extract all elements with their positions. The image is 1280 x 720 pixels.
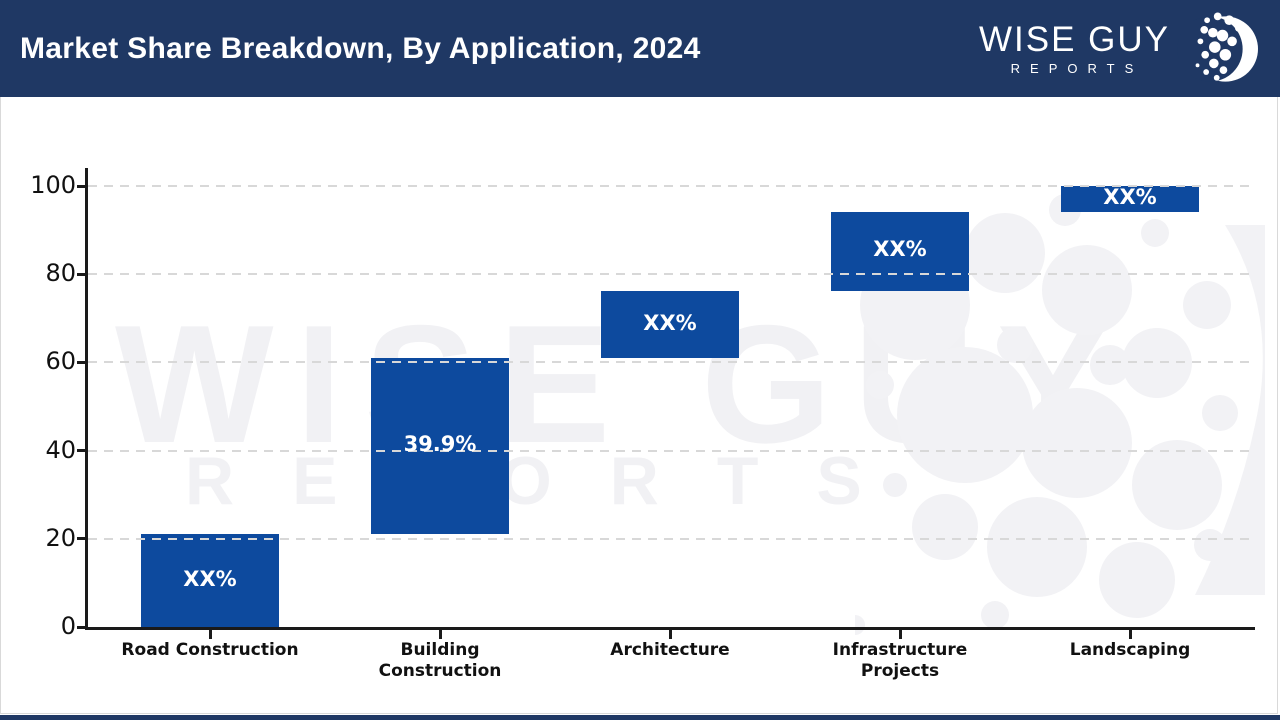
brand-logo-text: WISE GUY REPORTS	[979, 22, 1170, 76]
y-tick-label: 0	[60, 612, 76, 640]
y-tick-label: 20	[45, 523, 76, 552]
y-tick-mark	[77, 625, 87, 629]
bar-value-label: 39.9%	[403, 432, 477, 457]
y-tick-label: 40	[45, 435, 76, 464]
gridline-100	[88, 185, 1255, 187]
bar-value-label: XX%	[643, 310, 697, 335]
y-tick-mark	[77, 184, 87, 188]
x-axis-line	[85, 627, 1255, 630]
category-label: Landscaping	[1069, 640, 1191, 660]
bar-value-label: XX%	[183, 566, 237, 591]
y-tick-mark	[77, 537, 87, 541]
bar-infrastructure-projects	[831, 212, 969, 291]
x-tick-mark	[898, 630, 902, 639]
y-axis-line	[85, 168, 88, 630]
category-label: Architecture	[610, 640, 730, 660]
bar-value-label: XX%	[873, 237, 927, 262]
bar-architecture	[601, 290, 739, 359]
x-tick-mark	[208, 630, 212, 639]
y-tick-label: 100	[30, 171, 76, 199]
x-tick-mark	[1128, 630, 1132, 639]
category-label: Building Construction	[378, 640, 502, 682]
gridline-60	[88, 361, 1255, 364]
y-tick-mark	[77, 272, 87, 276]
watermark-brand-subtitle: REPORTS	[185, 443, 920, 519]
chart-canvas-border	[0, 97, 1278, 714]
page-title: Market Share Breakdown, By Application, …	[20, 31, 701, 65]
category-label: Infrastructure Projects	[832, 640, 968, 682]
gridline-80	[88, 273, 1255, 276]
x-tick-mark	[668, 630, 672, 639]
bar-landscaping	[1061, 186, 1199, 213]
gridline-20	[88, 537, 1255, 540]
y-tick-label: 60	[45, 347, 76, 376]
bar-value-label: XX%	[1103, 185, 1157, 210]
brand-name: WISE GUY	[978, 19, 1170, 59]
category-label: Road Construction	[121, 640, 299, 660]
dotted-face-icon	[1177, 12, 1258, 82]
y-tick-mark	[77, 449, 87, 453]
gridline-40	[88, 449, 1255, 452]
y-tick-label: 80	[45, 259, 76, 288]
header-bar: Market Share Breakdown, By Application, …	[0, 0, 1280, 97]
footer-bar	[0, 715, 1280, 720]
brand-subtitle: REPORTS	[1010, 60, 1144, 76]
bar-building-construction	[371, 358, 509, 535]
brand-logo: WISE GUY REPORTS	[979, 7, 1280, 91]
bar-road-construction	[141, 534, 279, 627]
x-tick-mark	[438, 630, 442, 639]
watermark-dotted-face	[855, 194, 1265, 635]
y-tick-mark	[77, 360, 87, 364]
